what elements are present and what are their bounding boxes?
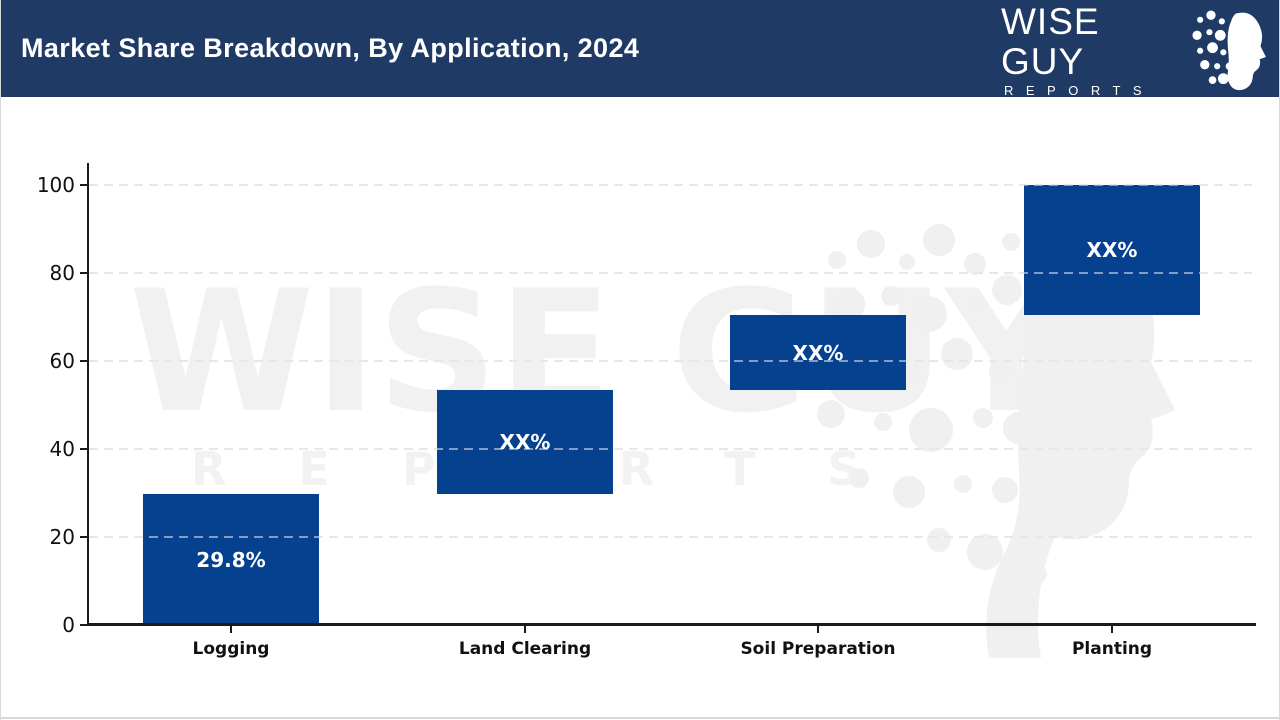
header: Market Share Breakdown, By Application, … <box>1 0 1279 98</box>
bar-value-label: XX% <box>499 430 551 454</box>
x-tick <box>817 626 819 633</box>
y-tick <box>80 184 87 186</box>
y-tick <box>80 624 87 626</box>
logo-face-icon <box>1192 10 1266 91</box>
y-tick-label: 100 <box>36 173 75 197</box>
gridline-overlay <box>89 184 1252 186</box>
logo-wordmark: WISE GUY <box>1001 1 1100 82</box>
y-axis-line <box>87 163 89 626</box>
y-tick <box>80 536 87 538</box>
y-tick-label: 20 <box>49 525 75 549</box>
gridline-overlay <box>89 448 1252 450</box>
logo-subtitle: REPORTS <box>1004 83 1155 98</box>
gridline-overlay <box>89 272 1252 274</box>
x-tick <box>524 626 526 633</box>
y-tick <box>80 448 87 450</box>
y-tick-label: 60 <box>49 349 75 373</box>
gridline-overlay <box>89 536 1252 538</box>
x-category-label: Planting <box>1071 639 1153 659</box>
x-category-label: Soil Preparation <box>740 639 896 659</box>
y-tick-label: 0 <box>62 613 75 637</box>
bar-segment <box>1024 185 1200 315</box>
y-tick <box>80 360 87 362</box>
bar-segment <box>143 494 319 625</box>
bar-value-label: XX% <box>792 341 844 365</box>
watermark-face-icon <box>805 224 1175 658</box>
bar-value-label: XX% <box>1086 238 1138 262</box>
brand-logo: WISE GUY REPORTS <box>1001 2 1267 98</box>
x-tick <box>1111 626 1113 633</box>
bar-segment <box>437 390 613 494</box>
x-category-label: Land Clearing <box>458 639 592 659</box>
y-tick-label: 40 <box>49 437 75 461</box>
bar-segment <box>730 315 906 390</box>
x-axis-line <box>87 623 1256 626</box>
x-category-label: Logging <box>192 639 270 659</box>
bar-value-label: 29.8% <box>196 548 266 572</box>
x-tick <box>230 626 232 633</box>
y-tick-label: 80 <box>49 261 75 285</box>
gridline-overlay <box>89 360 1252 362</box>
y-tick <box>80 272 87 274</box>
page-title: Market Share Breakdown, By Application, … <box>21 33 640 63</box>
